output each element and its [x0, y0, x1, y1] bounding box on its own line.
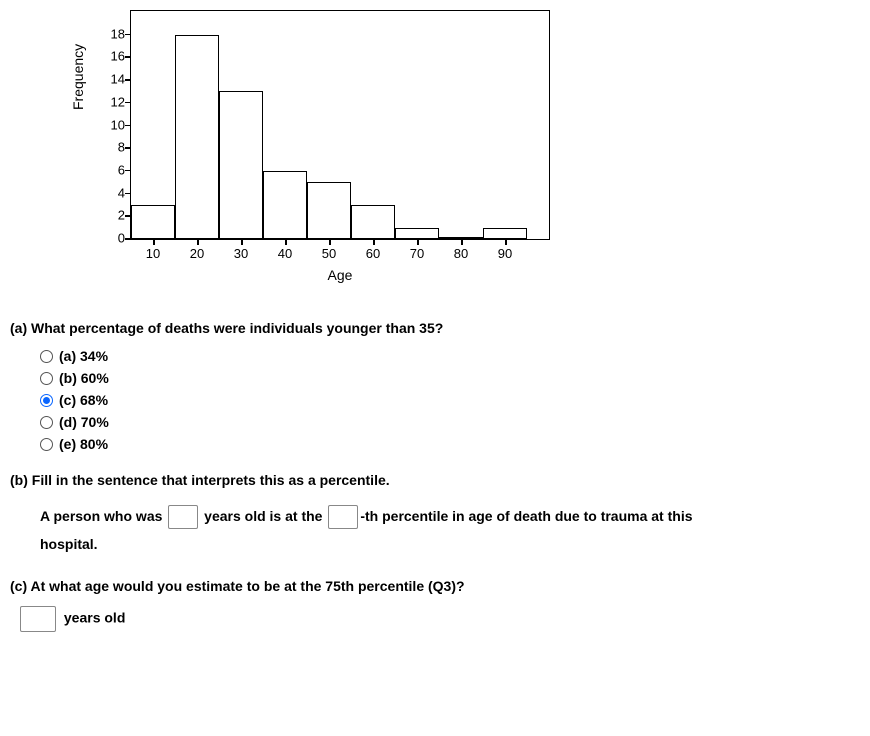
histogram-bar: [307, 182, 351, 239]
xtick-mark: [197, 239, 199, 245]
ytick-mark: [125, 34, 131, 36]
ytick-label: 0: [103, 231, 125, 246]
radio-icon[interactable]: [40, 350, 53, 363]
qb-blank-percentile[interactable]: [328, 505, 358, 529]
option-row[interactable]: (c) 68%: [40, 392, 860, 408]
qc-suffix: years old: [64, 610, 125, 626]
ytick-label: 2: [103, 208, 125, 223]
histogram-bar: [175, 35, 219, 239]
xtick-label: 20: [190, 246, 204, 261]
question-b-text: (b) Fill in the sentence that interprets…: [10, 472, 860, 488]
xtick-label: 90: [498, 246, 512, 261]
qb-pre: A person who was: [40, 508, 162, 524]
histogram-bar: [439, 237, 483, 239]
ytick-label: 4: [103, 185, 125, 200]
xtick-mark: [153, 239, 155, 245]
xtick-mark: [461, 239, 463, 245]
xtick-label: 50: [322, 246, 336, 261]
question-b-sentence: A person who was years old is at the -th…: [40, 502, 860, 558]
ytick-label: 16: [103, 49, 125, 64]
ytick-label: 18: [103, 26, 125, 41]
radio-icon[interactable]: [40, 416, 53, 429]
histogram-bar: [131, 205, 175, 239]
xtick-label: 40: [278, 246, 292, 261]
ytick-mark: [125, 79, 131, 81]
histogram-bar: [483, 228, 527, 239]
xtick-mark: [373, 239, 375, 245]
ytick-mark: [125, 147, 131, 149]
radio-icon[interactable]: [40, 438, 53, 451]
histogram-bar: [351, 205, 395, 239]
option-row[interactable]: (b) 60%: [40, 370, 860, 386]
xtick-label: 10: [146, 246, 160, 261]
question-a-options: (a) 34% (b) 60% (c) 68% (d) 70% (e) 80%: [40, 348, 860, 452]
histogram-chart: Frequency Age 02468101214161810203040506…: [70, 10, 570, 290]
histogram-bar: [395, 228, 439, 239]
xtick-mark: [329, 239, 331, 245]
option-label: (d) 70%: [59, 414, 109, 430]
question-a-text: (a) What percentage of deaths were indiv…: [10, 320, 860, 336]
ytick-label: 14: [103, 72, 125, 87]
option-row[interactable]: (a) 34%: [40, 348, 860, 364]
option-label: (b) 60%: [59, 370, 109, 386]
option-row[interactable]: (e) 80%: [40, 436, 860, 452]
qb-blank-age[interactable]: [168, 505, 198, 529]
xtick-mark: [505, 239, 507, 245]
option-label: (e) 80%: [59, 436, 108, 452]
option-label: (a) 34%: [59, 348, 108, 364]
xtick-mark: [285, 239, 287, 245]
qc-blank-age[interactable]: [20, 606, 56, 632]
ytick-mark: [125, 56, 131, 58]
qb-end: hospital.: [40, 536, 98, 552]
question-c-text: (c) At what age would you estimate to be…: [10, 578, 860, 594]
qb-mid1: years old is at the: [204, 508, 322, 524]
histogram-bar: [219, 91, 263, 239]
ytick-label: 10: [103, 117, 125, 132]
radio-icon[interactable]: [40, 394, 53, 407]
ytick-mark: [125, 193, 131, 195]
y-axis-label: Frequency: [70, 44, 86, 110]
ytick-mark: [125, 170, 131, 172]
xtick-label: 70: [410, 246, 424, 261]
xtick-mark: [241, 239, 243, 245]
x-axis-label: Age: [328, 267, 353, 283]
ytick-label: 12: [103, 94, 125, 109]
option-label: (c) 68%: [59, 392, 108, 408]
xtick-label: 30: [234, 246, 248, 261]
xtick-label: 80: [454, 246, 468, 261]
xtick-label: 60: [366, 246, 380, 261]
ytick-mark: [125, 125, 131, 127]
question-c-answer-line: years old: [20, 606, 860, 632]
xtick-mark: [417, 239, 419, 245]
radio-icon[interactable]: [40, 372, 53, 385]
ytick-mark: [125, 102, 131, 104]
qb-mid2: -th percentile in age of death due to tr…: [360, 508, 692, 524]
plot-frame: Age 024681012141618102030405060708090: [130, 10, 550, 240]
histogram-bar: [263, 171, 307, 239]
option-row[interactable]: (d) 70%: [40, 414, 860, 430]
ytick-label: 6: [103, 162, 125, 177]
ytick-label: 8: [103, 140, 125, 155]
